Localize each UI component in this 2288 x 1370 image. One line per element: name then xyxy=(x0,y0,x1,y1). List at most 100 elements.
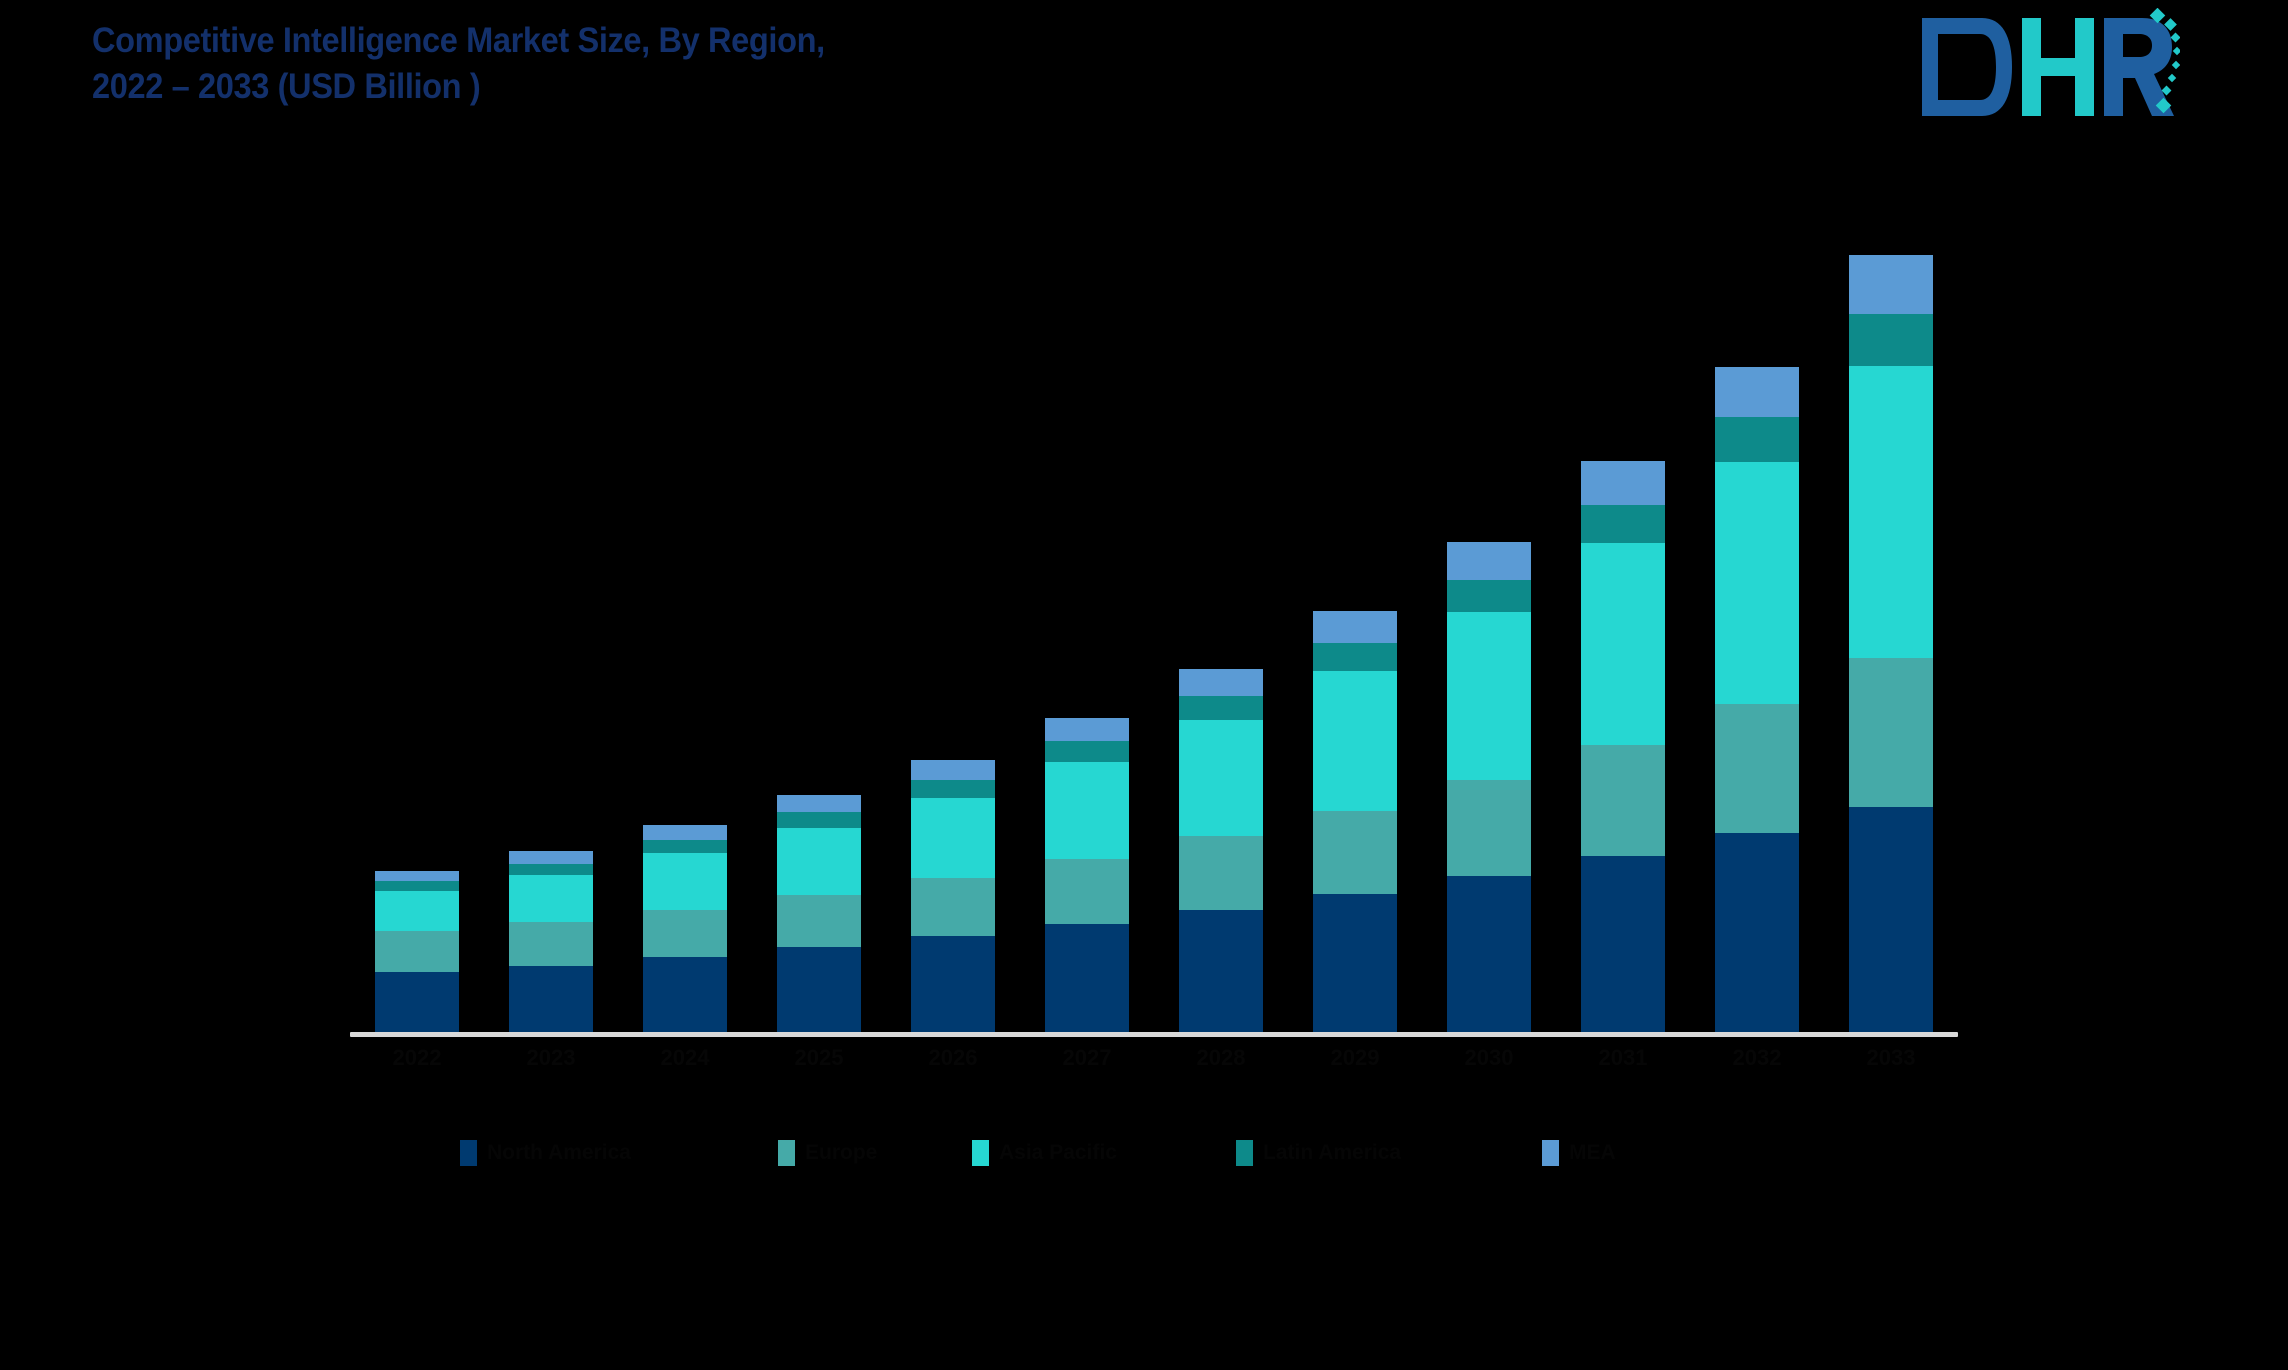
bar-segment-mea[interactable] xyxy=(375,871,459,882)
bar-2031[interactable] xyxy=(1581,461,1665,1032)
bar-segment-latin-america[interactable] xyxy=(375,881,459,892)
bar-2030[interactable] xyxy=(1447,542,1531,1032)
bar-segment-north-america[interactable] xyxy=(1313,893,1397,1032)
bar-segment-europe[interactable] xyxy=(1313,810,1397,894)
bar-segment-asia-pacific[interactable] xyxy=(1849,365,1933,658)
bar-segment-europe[interactable] xyxy=(777,894,861,947)
legend-swatch-icon xyxy=(460,1140,477,1166)
logo-letter-h-icon xyxy=(2022,18,2094,116)
bar-segment-latin-america[interactable] xyxy=(911,780,995,799)
bar-segment-europe[interactable] xyxy=(1045,858,1129,924)
bar-2024[interactable] xyxy=(643,825,727,1032)
legend-item-latin-america[interactable]: Latin America xyxy=(1236,1140,1401,1166)
bar-segment-north-america[interactable] xyxy=(643,957,727,1032)
bar-segment-europe[interactable] xyxy=(643,909,727,958)
x-tick-2030: 2030 xyxy=(1464,1045,1514,1070)
bar-segment-mea[interactable] xyxy=(1715,366,1799,418)
bar-segment-europe[interactable] xyxy=(1581,744,1665,856)
bar-segment-asia-pacific[interactable] xyxy=(1045,762,1129,859)
bar-segment-north-america[interactable] xyxy=(1447,876,1531,1032)
bar-segment-asia-pacific[interactable] xyxy=(1313,670,1397,811)
bar-2033[interactable] xyxy=(1849,255,1933,1032)
bar-segment-north-america[interactable] xyxy=(777,946,861,1032)
x-tick-2033: 2033 xyxy=(1866,1045,1916,1070)
bar-segment-europe[interactable] xyxy=(911,878,995,937)
bar-segment-mea[interactable] xyxy=(643,825,727,841)
x-tick-2028: 2028 xyxy=(1196,1045,1246,1070)
bar-segment-mea[interactable] xyxy=(509,851,593,864)
bar-segment-latin-america[interactable] xyxy=(1715,417,1799,462)
x-tick-2023: 2023 xyxy=(526,1045,576,1070)
bar-segment-asia-pacific[interactable] xyxy=(1715,461,1799,705)
bar-segment-asia-pacific[interactable] xyxy=(1179,720,1263,837)
bar-2027[interactable] xyxy=(1045,717,1129,1032)
bar-segment-asia-pacific[interactable] xyxy=(911,798,995,879)
bar-segment-north-america[interactable] xyxy=(1581,855,1665,1032)
bar-segment-north-america[interactable] xyxy=(1849,807,1933,1032)
bar-2023[interactable] xyxy=(509,851,593,1032)
bar-segment-mea[interactable] xyxy=(1313,610,1397,643)
legend-item-north-america[interactable]: North America xyxy=(460,1140,631,1166)
bar-segment-mea[interactable] xyxy=(1447,542,1531,580)
bar-segment-latin-america[interactable] xyxy=(1581,504,1665,543)
bar-segment-mea[interactable] xyxy=(1581,461,1665,505)
logo-letter-d-icon xyxy=(1922,18,2012,116)
x-axis-line xyxy=(350,1032,1958,1037)
x-tick-2022: 2022 xyxy=(392,1045,442,1070)
bar-segment-europe[interactable] xyxy=(1179,836,1263,910)
bar-2032[interactable] xyxy=(1715,366,1799,1032)
bar-segment-latin-america[interactable] xyxy=(1849,314,1933,366)
x-tick-2029: 2029 xyxy=(1330,1045,1380,1070)
legend-item-asia-pacific[interactable]: Asia Pacific xyxy=(972,1140,1117,1166)
bar-segment-mea[interactable] xyxy=(777,794,861,813)
bar-segment-latin-america[interactable] xyxy=(1313,642,1397,671)
legend-swatch-icon xyxy=(778,1140,795,1166)
bar-2022[interactable] xyxy=(375,871,459,1032)
bar-segment-north-america[interactable] xyxy=(1179,909,1263,1032)
legend-label: North America xyxy=(487,1141,631,1164)
bar-2028[interactable] xyxy=(1179,668,1263,1032)
bar-segment-asia-pacific[interactable] xyxy=(643,853,727,910)
legend-label: Asia Pacific xyxy=(999,1141,1117,1164)
bar-segment-north-america[interactable] xyxy=(1045,923,1129,1032)
bar-segment-latin-america[interactable] xyxy=(509,863,593,876)
bar-segment-latin-america[interactable] xyxy=(1447,579,1531,613)
bar-segment-europe[interactable] xyxy=(1447,780,1531,876)
chart-legend: North America Europe Asia Pacific Latin Ame… xyxy=(350,1140,1958,1200)
bar-segment-asia-pacific[interactable] xyxy=(777,827,861,895)
bar-segment-asia-pacific[interactable] xyxy=(1447,612,1531,781)
bar-segment-latin-america[interactable] xyxy=(1179,695,1263,721)
bar-segment-latin-america[interactable] xyxy=(777,812,861,828)
dhr-logo xyxy=(1918,8,2180,126)
bar-segment-asia-pacific[interactable] xyxy=(1581,542,1665,745)
bar-segment-asia-pacific[interactable] xyxy=(375,891,459,932)
bar-2025[interactable] xyxy=(777,794,861,1032)
bar-segment-north-america[interactable] xyxy=(911,936,995,1032)
bar-segment-north-america[interactable] xyxy=(1715,833,1799,1032)
bar-segment-mea[interactable] xyxy=(911,759,995,781)
bar-segment-mea[interactable] xyxy=(1849,255,1933,315)
bar-segment-europe[interactable] xyxy=(1715,704,1799,834)
legend-swatch-icon xyxy=(1542,1140,1559,1166)
bar-segment-mea[interactable] xyxy=(1179,668,1263,696)
logo-letter-r-icon xyxy=(2104,18,2174,116)
bar-segment-north-america[interactable] xyxy=(375,971,459,1032)
x-tick-2032: 2032 xyxy=(1732,1045,1782,1070)
bar-segment-latin-america[interactable] xyxy=(643,840,727,854)
x-tick-2026: 2026 xyxy=(928,1045,978,1070)
bar-segment-europe[interactable] xyxy=(509,922,593,966)
bar-2026[interactable] xyxy=(911,759,995,1032)
legend-label: Europe xyxy=(805,1141,878,1164)
legend-swatch-icon xyxy=(972,1140,989,1166)
bar-segment-europe[interactable] xyxy=(375,931,459,972)
bar-segment-north-america[interactable] xyxy=(509,965,593,1032)
legend-item-mea[interactable]: MEA xyxy=(1542,1140,1616,1166)
bar-segment-latin-america[interactable] xyxy=(1045,741,1129,763)
bar-segment-asia-pacific[interactable] xyxy=(509,875,593,923)
bar-segment-mea[interactable] xyxy=(1045,717,1129,742)
bar-segment-europe[interactable] xyxy=(1849,657,1933,808)
legend-item-europe[interactable]: Europe xyxy=(778,1140,877,1166)
bar-2029[interactable] xyxy=(1313,610,1397,1032)
chart-title-line-1: Competitive Intelligence Market Size, By… xyxy=(92,21,825,60)
